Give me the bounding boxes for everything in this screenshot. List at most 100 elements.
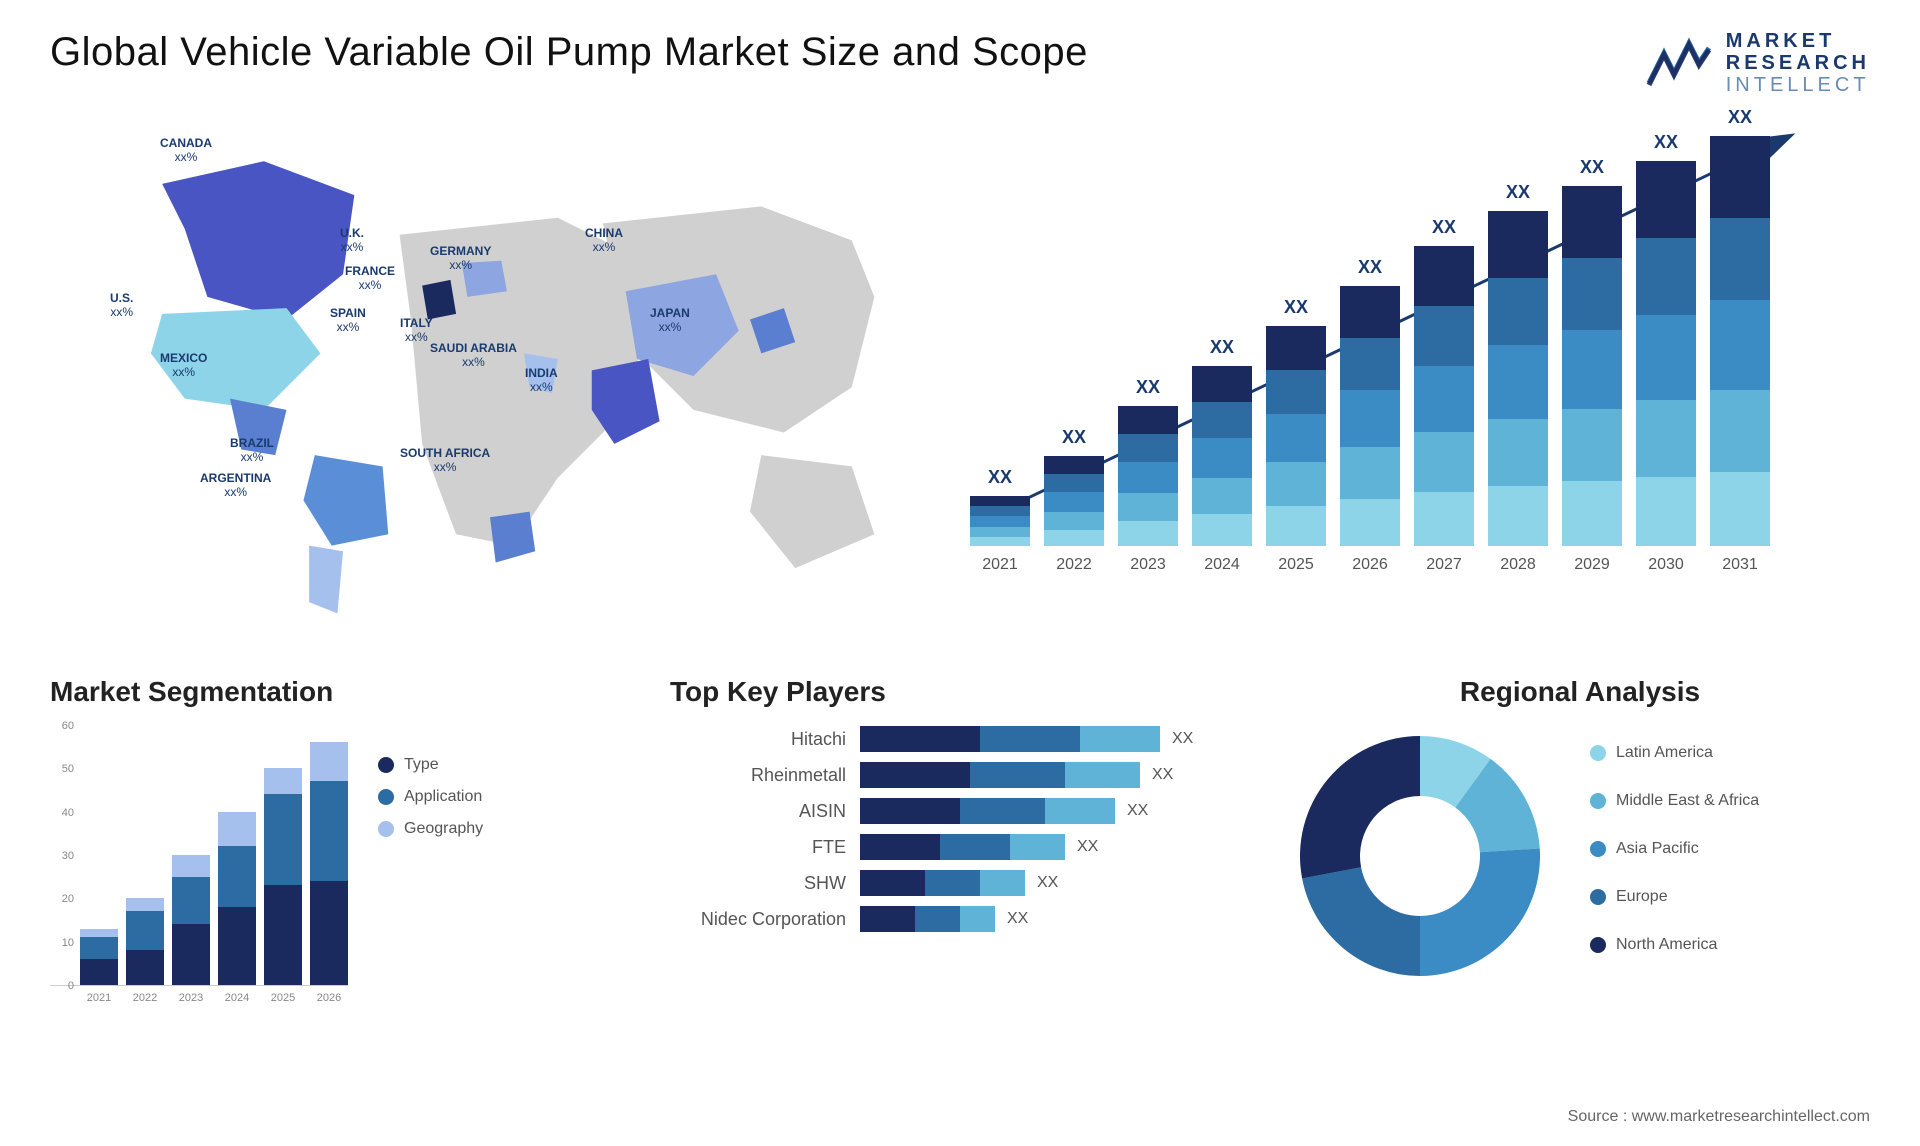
main-bar	[1192, 366, 1252, 546]
player-segment	[860, 906, 915, 932]
seg-xlabel: 2023	[172, 992, 210, 1004]
player-bar	[860, 762, 1140, 788]
main-bar-segment	[1710, 472, 1770, 546]
main-bar-segment	[1192, 478, 1252, 514]
main-bar-segment	[1266, 370, 1326, 414]
seg-xlabel: 2025	[264, 992, 302, 1004]
player-segment	[940, 834, 1010, 860]
seg-ytick: 50	[50, 763, 74, 775]
main-bar	[1340, 286, 1400, 546]
map-label: MEXICOxx%	[160, 351, 207, 380]
seg-bar	[218, 812, 256, 985]
map-label: GERMANYxx%	[430, 244, 491, 273]
player-segment	[860, 834, 940, 860]
main-bar-value: XX	[1118, 377, 1178, 398]
player-segment	[860, 762, 970, 788]
seg-segment	[172, 924, 210, 985]
main-bar-value: XX	[1192, 337, 1252, 358]
legend-label: Application	[404, 788, 482, 806]
seg-ytick: 30	[50, 850, 74, 862]
seg-bar	[310, 742, 348, 985]
main-bar-segment	[1562, 481, 1622, 546]
main-bar	[1710, 136, 1770, 546]
seg-segment	[80, 929, 118, 938]
legend-label: Type	[404, 756, 439, 774]
main-bar-segment	[970, 506, 1030, 516]
main-bar-segment	[1118, 406, 1178, 434]
main-bar-segment	[1118, 521, 1178, 546]
player-value: XX	[1172, 730, 1193, 748]
main-xlabel: 2024	[1192, 556, 1252, 574]
map-label: SAUDI ARABIAxx%	[430, 341, 517, 370]
regional-legend-item: Middle East & Africa	[1590, 792, 1759, 810]
main-xlabel: 2028	[1488, 556, 1548, 574]
player-bar	[860, 870, 1025, 896]
player-bar	[860, 798, 1115, 824]
seg-xlabel: 2024	[218, 992, 256, 1004]
main-bar-value: XX	[1562, 157, 1622, 178]
main-bar	[1488, 211, 1548, 546]
player-name: Rheinmetall	[670, 765, 860, 786]
segmentation-title: Market Segmentation	[50, 676, 630, 708]
main-bar-segment	[1414, 306, 1474, 366]
player-segment	[860, 726, 980, 752]
seg-segment	[218, 846, 256, 907]
main-bar	[1562, 186, 1622, 546]
main-xlabel: 2029	[1562, 556, 1622, 574]
donut-slice	[1420, 848, 1540, 976]
legend-swatch	[1590, 745, 1606, 761]
player-value: XX	[1077, 838, 1098, 856]
main-xlabel: 2022	[1044, 556, 1104, 574]
main-bar-segment	[1488, 278, 1548, 345]
seg-bar	[264, 768, 302, 985]
players-panel: Top Key Players HitachiXXRheinmetallXXAI…	[670, 676, 1250, 1004]
main-bar-segment	[1562, 258, 1622, 330]
main-bar-chart: XXXXXXXXXXXXXXXXXXXXXX 20212022202320242…	[970, 116, 1830, 636]
map-region	[303, 455, 388, 545]
main-bar-segment	[1044, 512, 1104, 530]
seg-ytick: 40	[50, 807, 74, 819]
logo-icon	[1644, 33, 1714, 93]
seg-bar	[80, 929, 118, 985]
player-bar	[860, 906, 995, 932]
player-name: FTE	[670, 837, 860, 858]
main-bar-value: XX	[970, 467, 1030, 488]
seg-segment	[310, 881, 348, 985]
main-xlabel: 2021	[970, 556, 1030, 574]
logo-line3: INTELLECT	[1726, 74, 1870, 96]
seg-segment	[264, 885, 302, 985]
main-xlabel: 2026	[1340, 556, 1400, 574]
player-segment	[1065, 762, 1140, 788]
player-segment	[980, 726, 1080, 752]
player-value: XX	[1127, 802, 1148, 820]
main-bar-value: XX	[1044, 427, 1104, 448]
main-bar-segment	[1414, 246, 1474, 306]
seg-segment	[172, 877, 210, 925]
main-bar	[1044, 456, 1104, 546]
main-bar-value: XX	[1488, 182, 1548, 203]
main-bar-segment	[1340, 499, 1400, 546]
legend-swatch	[1590, 937, 1606, 953]
map-label: FRANCExx%	[345, 264, 395, 293]
legend-label: Latin America	[1616, 744, 1713, 762]
main-bar-segment	[1192, 366, 1252, 402]
legend-swatch	[378, 821, 394, 837]
main-bar-segment	[1488, 486, 1548, 546]
map-label: CANADAxx%	[160, 136, 212, 165]
logo-line1: MARKET	[1726, 30, 1870, 52]
player-row: Nidec CorporationXX	[670, 906, 1250, 932]
player-name: Nidec Corporation	[670, 909, 860, 930]
segmentation-panel: Market Segmentation 0102030405060 202120…	[50, 676, 630, 1004]
main-bar-segment	[1710, 390, 1770, 472]
seg-ytick: 10	[50, 937, 74, 949]
main-bar-segment	[1562, 186, 1622, 258]
map-label: ITALYxx%	[400, 316, 433, 345]
main-bar-segment	[1710, 136, 1770, 218]
main-bar-value: XX	[1266, 297, 1326, 318]
main-bar-segment	[1414, 492, 1474, 546]
main-bar	[1266, 326, 1326, 546]
source-text: Source : www.marketresearchintellect.com	[1568, 1108, 1870, 1126]
main-xlabel: 2023	[1118, 556, 1178, 574]
main-bar-value: XX	[1414, 217, 1474, 238]
main-bar-value: XX	[1636, 132, 1696, 153]
